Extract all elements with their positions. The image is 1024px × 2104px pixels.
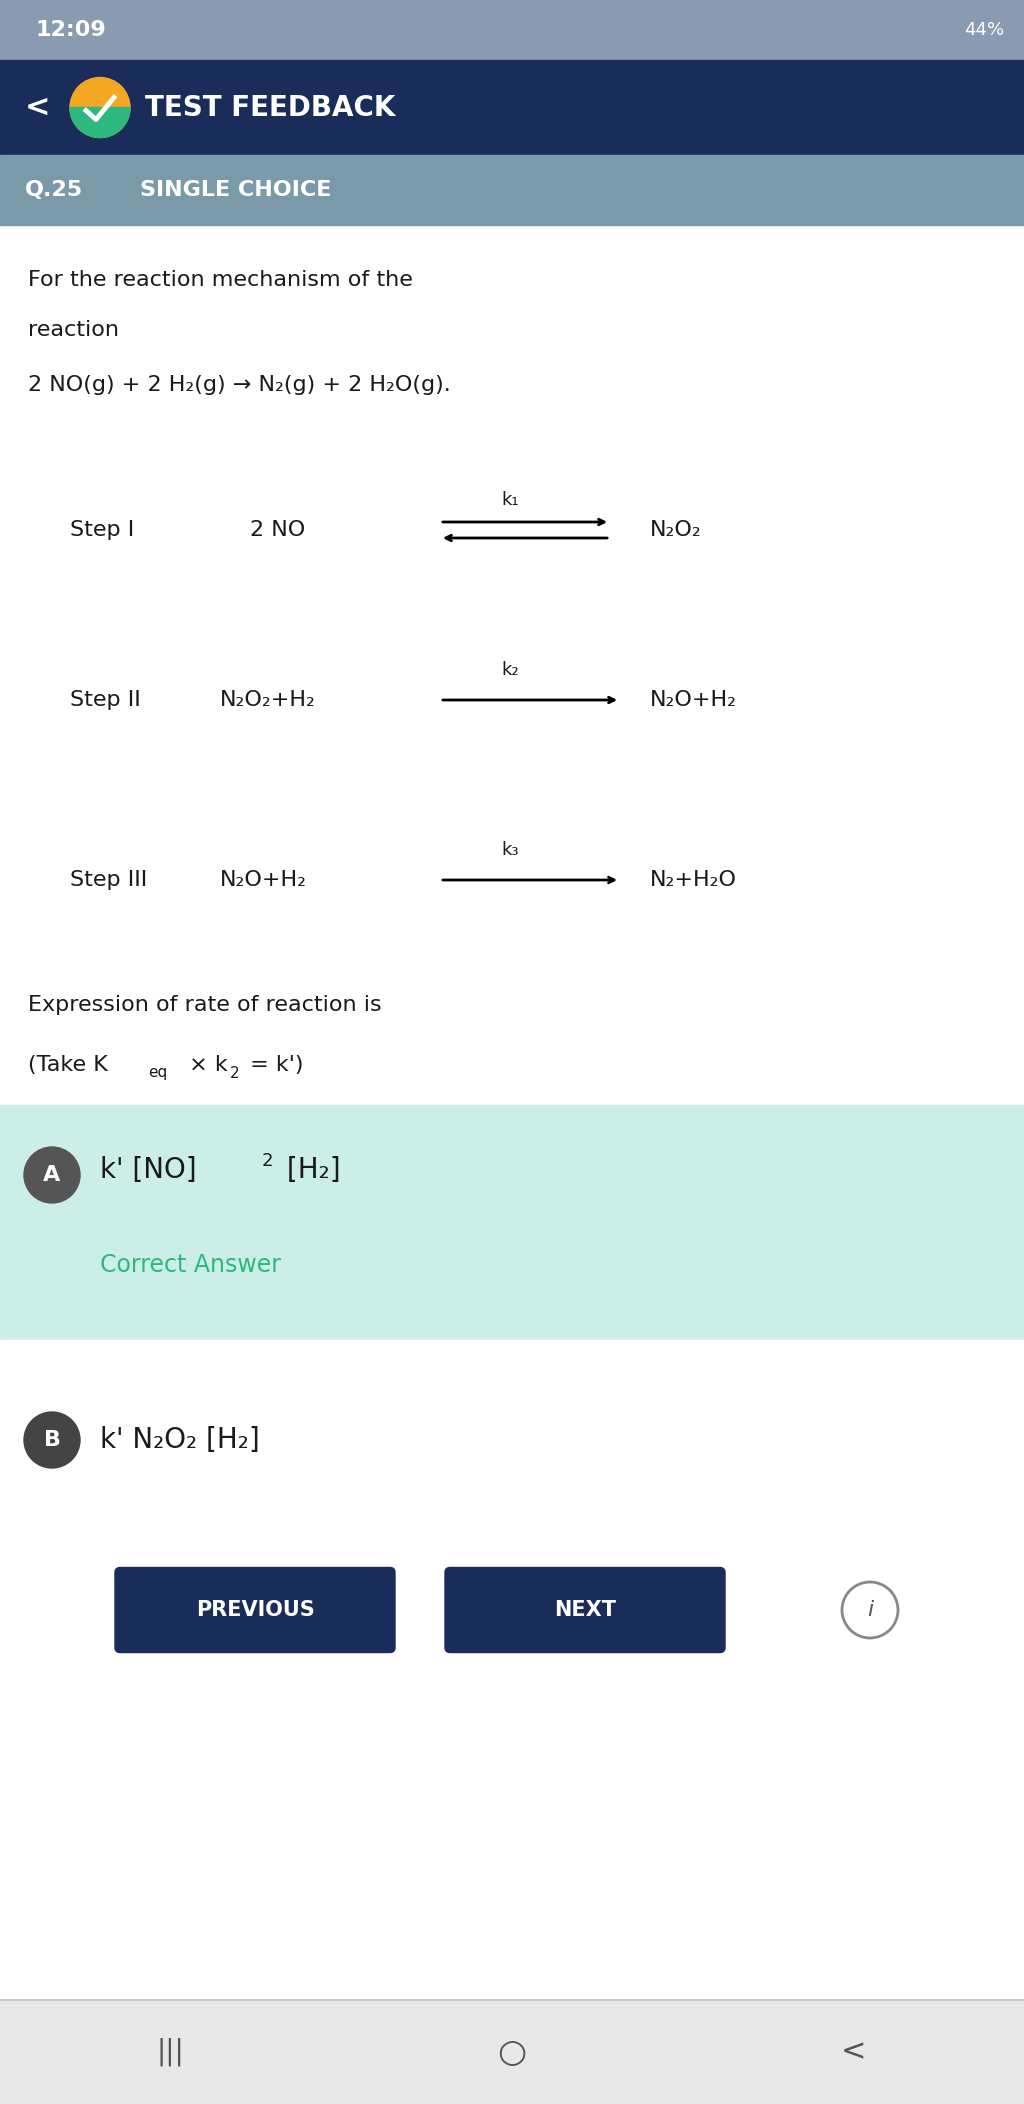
Text: <: <: [25, 93, 50, 122]
Text: <: <: [841, 2037, 866, 2066]
Text: 12:09: 12:09: [35, 21, 105, 40]
Text: (Take K: (Take K: [28, 1054, 108, 1075]
Text: NEXT: NEXT: [554, 1599, 616, 1620]
Text: Correct Answer: Correct Answer: [100, 1254, 281, 1277]
Text: 2: 2: [230, 1065, 240, 1081]
Text: eq: eq: [148, 1065, 167, 1081]
Text: ○: ○: [498, 2035, 526, 2068]
Text: 2: 2: [262, 1153, 273, 1170]
Text: Q.25: Q.25: [25, 181, 83, 200]
Text: SINGLE CHOICE: SINGLE CHOICE: [140, 181, 332, 200]
Text: N₂O+H₂: N₂O+H₂: [650, 690, 737, 709]
Text: N₂O₂: N₂O₂: [650, 520, 701, 541]
Text: 2 NO: 2 NO: [250, 520, 305, 541]
Text: 2 NO(g) + 2 H₂(g) → N₂(g) + 2 H₂O(g).: 2 NO(g) + 2 H₂(g) → N₂(g) + 2 H₂O(g).: [28, 375, 451, 396]
Circle shape: [24, 1147, 80, 1203]
Bar: [0, 1340, 1024, 1540]
Text: A: A: [43, 1166, 60, 1185]
FancyBboxPatch shape: [115, 1567, 395, 1652]
Bar: [0, 61, 1024, 156]
Bar: [0, 1105, 1024, 1340]
Bar: [0, 0, 1024, 61]
Text: N₂O+H₂: N₂O+H₂: [220, 869, 307, 890]
Text: × k: × k: [182, 1054, 227, 1075]
Text: Step II: Step II: [70, 690, 140, 709]
Text: B: B: [43, 1431, 60, 1450]
Text: k₁: k₁: [501, 490, 519, 509]
Text: |||: |||: [157, 2039, 184, 2066]
Circle shape: [70, 78, 130, 137]
Text: Expression of rate of reaction is: Expression of rate of reaction is: [28, 995, 382, 1014]
Bar: [0, 2001, 1024, 2104]
FancyBboxPatch shape: [445, 1567, 725, 1652]
Text: i: i: [867, 1599, 873, 1620]
Bar: [0, 225, 1024, 2104]
Text: k₂: k₂: [501, 661, 519, 680]
Bar: [0, 156, 1024, 225]
Text: TEST FEEDBACK: TEST FEEDBACK: [145, 93, 395, 122]
Text: [H₂]: [H₂]: [278, 1155, 341, 1185]
Text: k₃: k₃: [502, 842, 519, 858]
Text: 44%: 44%: [964, 21, 1004, 40]
Text: Step III: Step III: [70, 869, 147, 890]
Text: N₂+H₂O: N₂+H₂O: [650, 869, 737, 890]
Text: k' [NO]: k' [NO]: [100, 1155, 197, 1185]
Text: For the reaction mechanism of the: For the reaction mechanism of the: [28, 269, 413, 290]
Text: Step I: Step I: [70, 520, 134, 541]
Text: = k'): = k'): [243, 1054, 303, 1075]
Text: PREVIOUS: PREVIOUS: [196, 1599, 314, 1620]
Circle shape: [24, 1412, 80, 1469]
Text: k' N₂O₂ [H₂]: k' N₂O₂ [H₂]: [100, 1427, 260, 1454]
Text: reaction: reaction: [28, 320, 119, 341]
Polygon shape: [70, 107, 130, 137]
Text: N₂O₂+H₂: N₂O₂+H₂: [220, 690, 315, 709]
